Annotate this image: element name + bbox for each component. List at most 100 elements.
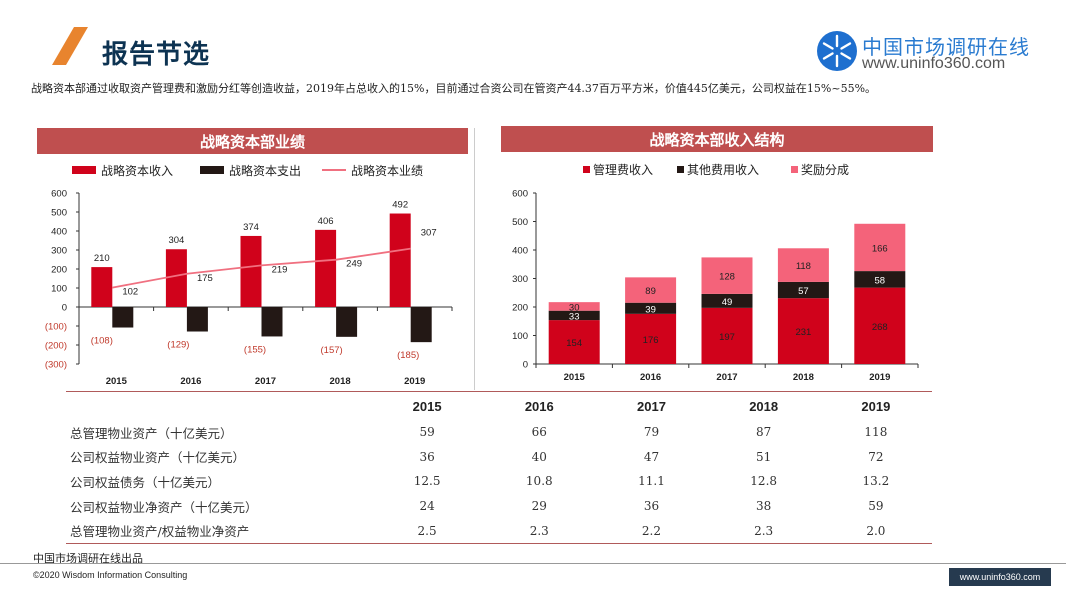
table-header: 2019 [861,398,891,414]
y-tick-label: 300 [512,274,528,285]
segment-label: 154 [566,338,582,349]
segment-label: 176 [643,335,659,346]
stacked-bar-segment [701,257,753,294]
segment-label: 57 [798,286,809,297]
expense-bar [336,307,358,337]
summary-text: 战略资本部通过收取资产管理费和激励分红等创造收益，2019年占总收入的15%，目… [31,82,877,95]
table-cell: 72 [868,449,884,464]
revenue-bar [315,229,337,307]
expense-label: (129) [167,340,189,351]
stacked-bar-segment [854,271,906,288]
chart1-performance: 战略资本收入 战略资本支出 战略资本业绩 600 500 400 300 200 100 0 (10… [45,163,453,387]
y-tick-label: 200 [51,265,67,276]
snowflake-logo-icon [817,31,857,71]
brand-name: 中国市场调研在线 [862,35,1030,59]
performance-label: 219 [272,264,288,275]
table-cell: 2.0 [866,523,886,538]
x-tick-label: 2016 [180,376,201,387]
table-header: 2017 [637,398,666,414]
segment-label: 118 [796,261,811,272]
segment-label: 268 [872,322,888,333]
performance-label: 175 [197,273,213,284]
x-tick-label: 2019 [404,376,425,387]
table-cell: 36 [419,449,435,464]
table-cell: 87 [756,425,772,440]
performance-label: 307 [421,228,437,239]
legend-label: 其他费用收入 [687,163,759,177]
segment-label: 231 [795,327,811,338]
footer-divider [0,563,1066,564]
y-tick-label: 400 [512,246,528,257]
expense-bar [261,307,283,337]
table-cell: 38 [756,499,772,514]
financial-table: 2015 2016 2017 2018 2019 总管理物业资产（十亿美元） 59… [66,391,932,544]
table-header-row: 2015 2016 2017 2018 2019 [66,392,932,421]
footer-url-badge[interactable]: www.uninfo360.com [949,568,1051,586]
table-cell: 51 [756,449,772,464]
footer-copyright: ©2020 Wisdom Information Consulting [33,570,188,580]
expense-bar [186,307,208,332]
page-title: 报告节选 [102,40,211,70]
table-cell: 2.3 [754,523,774,538]
y-tick-label: 100 [512,331,528,342]
table-cell: 12.5 [413,474,441,489]
revenue-label: 374 [243,222,259,233]
revenue-label: 492 [392,200,408,211]
legend-swatch [72,166,96,174]
stacked-bar-segment [701,307,753,364]
legend-label: 战略资本支出 [229,163,301,178]
stacked-bar-segment [777,298,829,364]
revenue-label: 304 [168,235,184,246]
legend-swatch [677,166,684,173]
legend-label: 战略资本收入 [101,163,173,178]
table-cell: 29 [531,499,547,514]
revenue-bar [240,235,262,307]
title-accent-slash [52,27,88,65]
table-cell: 10.8 [525,474,553,489]
y-tick-label: 300 [51,246,67,257]
table-cell: 2.5 [417,523,437,538]
y-tick-label: 100 [51,284,67,295]
table-cell: 118 [864,425,888,440]
performance-label: 102 [122,287,138,298]
table-row: 总管理物业资产/权益物业净资产 2.5 2.3 2.2 2.3 2.0 [66,518,932,543]
revenue-label: 406 [318,216,334,227]
expense-label: (108) [91,336,113,347]
table-cell: 66 [531,425,547,440]
stacked-bar-segment [777,248,829,282]
legend-swatch [583,166,590,173]
table-cell: 59 [419,425,435,440]
table-row: 公司权益物业资产（十亿美元） 36 40 47 51 72 [66,445,932,470]
stacked-bar-segment [548,320,600,364]
x-tick-label: 2018 [793,372,814,383]
x-tick-label: 2017 [255,376,276,387]
table-cell: 40 [531,449,547,464]
stacked-bar-segment [625,302,677,314]
row-label: 公司权益债务（十亿美元） [70,474,221,490]
table-cell: 2.2 [641,523,662,538]
table-header: 2015 [412,398,442,414]
stacked-bar-segment [854,287,906,364]
revenue-bar [389,213,411,307]
legend-swatch [791,166,798,173]
row-label: 公司权益物业资产（十亿美元） [70,450,246,466]
stacked-bar-segment [625,277,677,303]
y-tick-label: (100) [45,322,67,333]
revenue-label: 210 [94,253,110,264]
table-row: 公司权益物业净资产（十亿美元） 24 29 36 38 59 [66,494,932,519]
y-tick-label: 500 [51,208,67,219]
table-cell: 59 [868,499,884,514]
y-tick-label: 500 [512,217,528,228]
x-tick-label: 2015 [106,376,128,387]
table-cell: 47 [643,449,660,464]
stacked-bar-segment [777,281,829,299]
y-tick-label: 600 [51,189,67,200]
legend-swatch [200,166,224,174]
x-tick-label: 2019 [869,372,890,383]
x-tick-label: 2016 [640,372,661,383]
footer-producer: 中国市场调研在线出品 [33,552,143,565]
table-cell: 2.3 [529,523,549,538]
y-tick-label: (200) [45,341,67,352]
performance-line [112,247,411,289]
table-row: 总管理物业资产（十亿美元） 59 66 79 87 118 [66,420,932,445]
